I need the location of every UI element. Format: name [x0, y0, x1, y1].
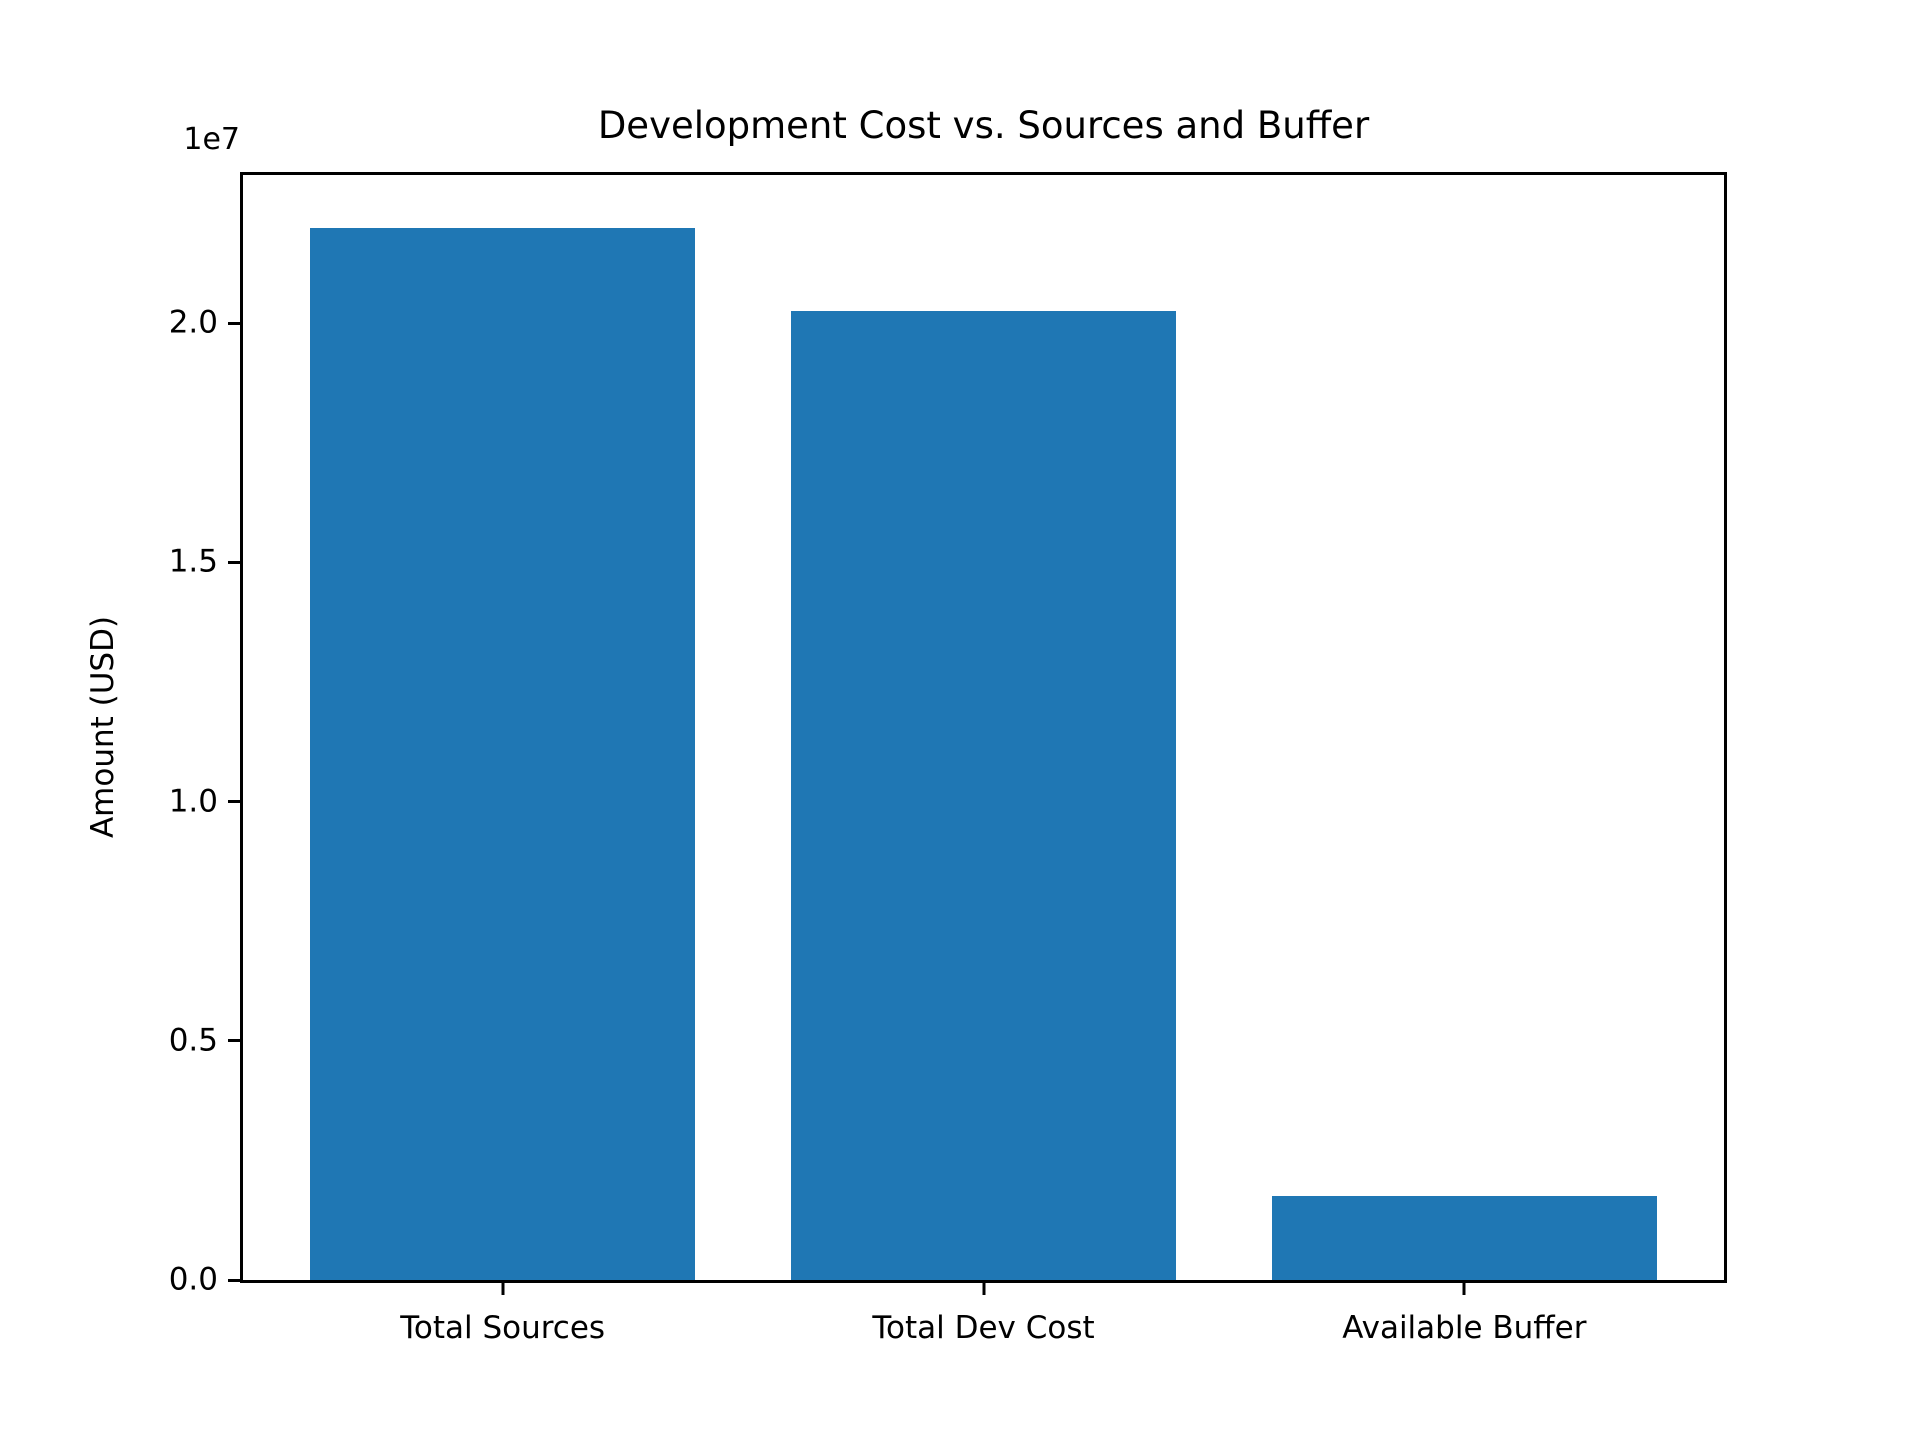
- y-tick-label: 0.0: [168, 1261, 218, 1298]
- x-tick-label: Total Dev Cost: [872, 1310, 1095, 1346]
- x-tick-label: Total Sources: [400, 1310, 606, 1346]
- x-tick-mark: [982, 1283, 985, 1295]
- chart-title: Development Cost vs. Sources and Buffer: [597, 104, 1370, 147]
- y-tick-mark: [228, 1039, 240, 1043]
- bar-total-dev-cost: [791, 311, 1176, 1280]
- y-tick-label: 2.0: [168, 304, 218, 341]
- bar-total-sources: [310, 227, 695, 1280]
- y-tick-mark: [228, 321, 240, 325]
- y-axis-offset-label: 1e7: [183, 122, 240, 157]
- plot-area: Total Sources Total Dev Cost Available Buf…: [169, 172, 1727, 1346]
- y-tick-mark: [228, 1278, 240, 1282]
- y-tick-label: 0.5: [168, 1022, 218, 1059]
- y-tick-mark: [228, 800, 240, 804]
- y-axis-label: Amount (USD): [85, 615, 121, 839]
- y-tick-label: 1.0: [168, 783, 218, 820]
- bar-available-buffer: [1272, 1196, 1657, 1280]
- y-tick-label: 1.5: [168, 543, 218, 580]
- x-tick-mark: [1462, 1283, 1466, 1295]
- y-tick-mark: [228, 560, 240, 564]
- x-tick-mark: [501, 1283, 505, 1295]
- x-tick-label: Available Buffer: [1342, 1310, 1587, 1346]
